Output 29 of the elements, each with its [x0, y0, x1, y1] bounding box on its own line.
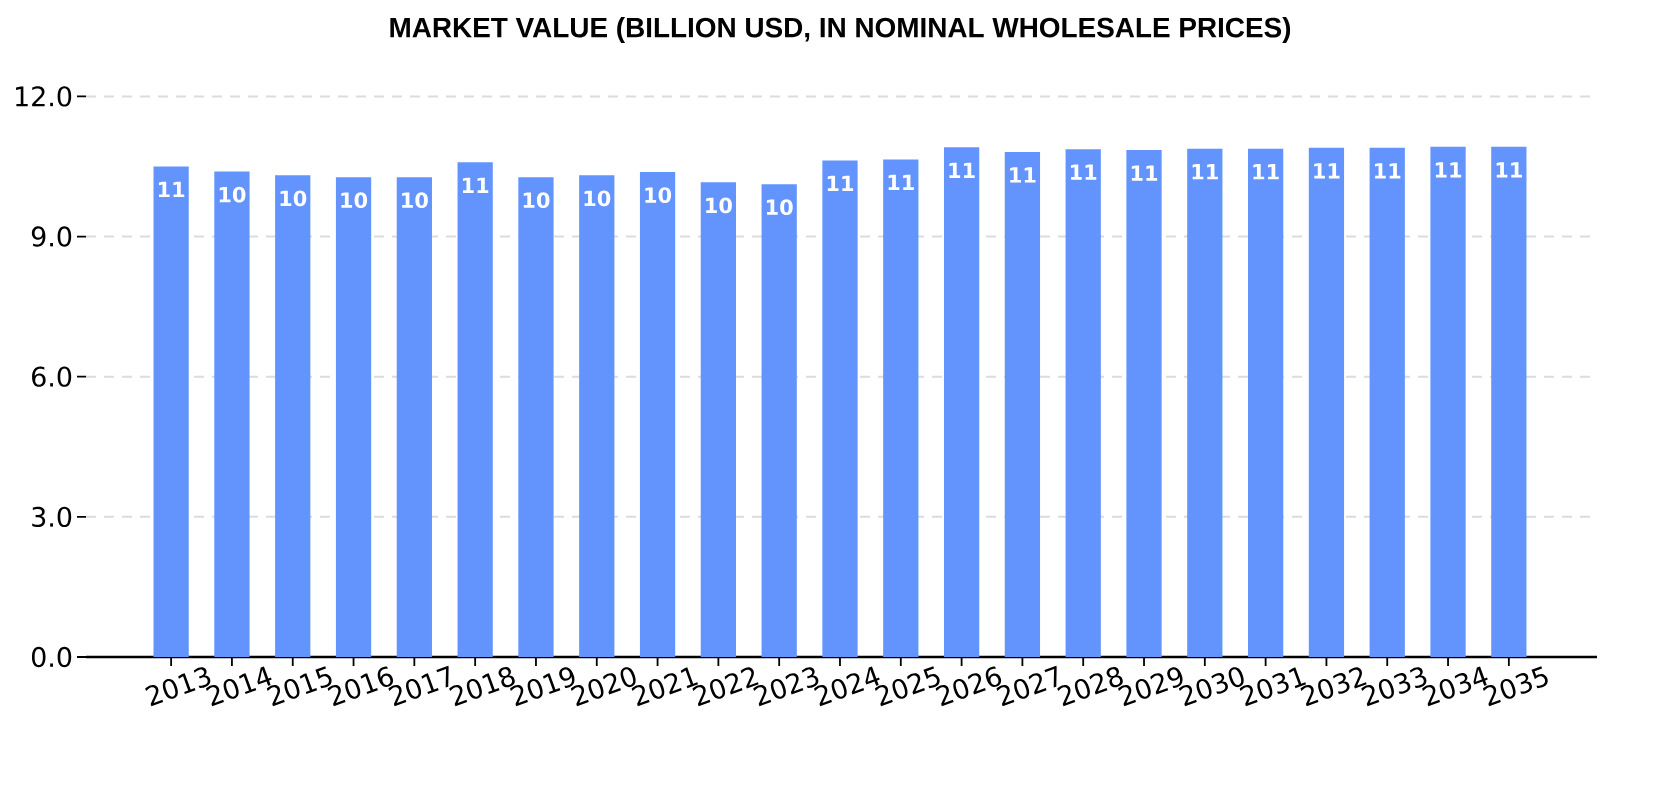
data-label: 10: [584, 190, 611, 207]
data-label: 11: [949, 162, 975, 178]
y-tick-label: 6.0: [32, 366, 72, 387]
data-label: 11: [1314, 163, 1340, 179]
data-label: 11: [1071, 164, 1097, 180]
data-label: 10: [280, 190, 307, 207]
data-label: 10: [766, 199, 793, 216]
data-label: 10: [341, 192, 368, 209]
data-label: 11: [1496, 162, 1522, 178]
data-label: 11: [1131, 165, 1158, 181]
data-label: 11: [1253, 164, 1279, 180]
data-label: 10: [645, 187, 672, 203]
chart-title: MARKET VALUE (BILLION USD, IN NOMINAL WHOLESALE PRICES): [390, 16, 1291, 43]
data-label: 11: [158, 181, 185, 198]
data-label: 10: [219, 186, 246, 203]
data-label: 10: [706, 197, 732, 214]
data-label: 10: [402, 192, 428, 209]
data-label: 11: [1010, 167, 1036, 183]
data-label: 11: [888, 174, 914, 191]
y-tick-label: 12.0: [16, 86, 72, 107]
y-tick-label: 0.0: [31, 646, 72, 668]
data-label: 11: [1375, 163, 1401, 179]
data-label: 11: [1435, 162, 1462, 178]
data-label: 11: [462, 177, 489, 193]
y-tick-label: 9.0: [31, 226, 72, 247]
data-label: 10: [523, 192, 550, 209]
data-label: 11: [1192, 164, 1218, 180]
data-label: 11: [827, 175, 854, 192]
y-tick-label: 3.0: [32, 506, 72, 528]
